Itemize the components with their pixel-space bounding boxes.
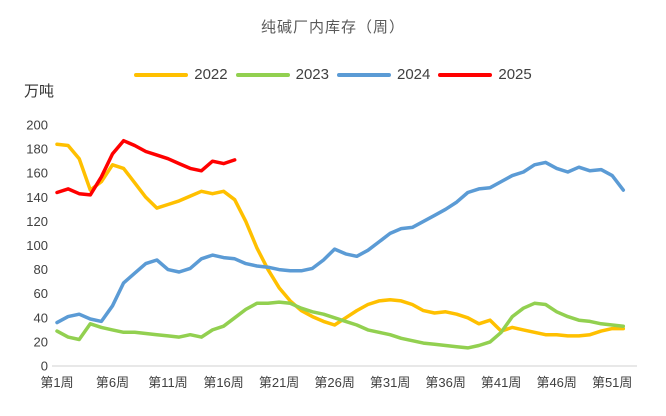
legend-swatch-2023 bbox=[235, 72, 290, 77]
y-tick-label: 40 bbox=[34, 310, 48, 325]
x-tick-label: 第1周 bbox=[40, 375, 73, 390]
legend-item-2022: 2022 bbox=[134, 66, 228, 83]
legend-item-2023: 2023 bbox=[235, 66, 329, 83]
legend-swatch-2025 bbox=[438, 72, 493, 77]
legend-label-2025: 2025 bbox=[498, 66, 532, 83]
y-tick-label: 100 bbox=[26, 238, 48, 253]
y-tick-label: 120 bbox=[26, 214, 48, 229]
series-line-2022 bbox=[55, 142, 626, 338]
x-tick-label: 第51周 bbox=[592, 375, 632, 390]
legend-item-2025: 2025 bbox=[438, 66, 532, 83]
series-line-2025 bbox=[55, 138, 237, 197]
x-tick-label: 第41周 bbox=[481, 375, 521, 390]
chart-legend: 2022 2023 2024 2025 bbox=[0, 66, 666, 83]
x-tick-label: 第21周 bbox=[259, 375, 299, 390]
y-tick-label: 0 bbox=[41, 359, 48, 374]
legend-label-2022: 2022 bbox=[194, 66, 228, 83]
x-tick-label: 第6周 bbox=[96, 375, 129, 390]
y-tick-label: 200 bbox=[26, 118, 48, 133]
x-tick-label: 第16周 bbox=[203, 375, 243, 390]
legend-item-2024: 2024 bbox=[337, 66, 430, 83]
x-tick-label: 第26周 bbox=[314, 375, 354, 390]
x-tick-label: 第36周 bbox=[425, 375, 465, 390]
x-tick-label: 第11周 bbox=[148, 375, 188, 390]
y-tick-label: 60 bbox=[34, 286, 48, 301]
legend-swatch-2024 bbox=[337, 72, 391, 77]
legend-swatch-2022 bbox=[134, 72, 189, 77]
y-tick-label: 160 bbox=[26, 166, 48, 181]
series-line-2024 bbox=[55, 160, 626, 325]
legend-label-2024: 2024 bbox=[397, 66, 431, 83]
y-tick-label: 80 bbox=[34, 262, 48, 277]
y-tick-label: 180 bbox=[26, 142, 48, 157]
x-tick-label: 第46周 bbox=[536, 375, 576, 390]
series-line-2023 bbox=[55, 300, 626, 350]
y-tick-label: 140 bbox=[26, 190, 48, 205]
y-tick-label: 20 bbox=[34, 334, 48, 349]
y-axis-unit-label: 万吨 bbox=[24, 83, 55, 100]
legend-label-2023: 2023 bbox=[295, 66, 329, 83]
chart-title: 纯碱厂内库存（周） bbox=[260, 19, 405, 36]
x-tick-label: 第31周 bbox=[370, 375, 410, 390]
